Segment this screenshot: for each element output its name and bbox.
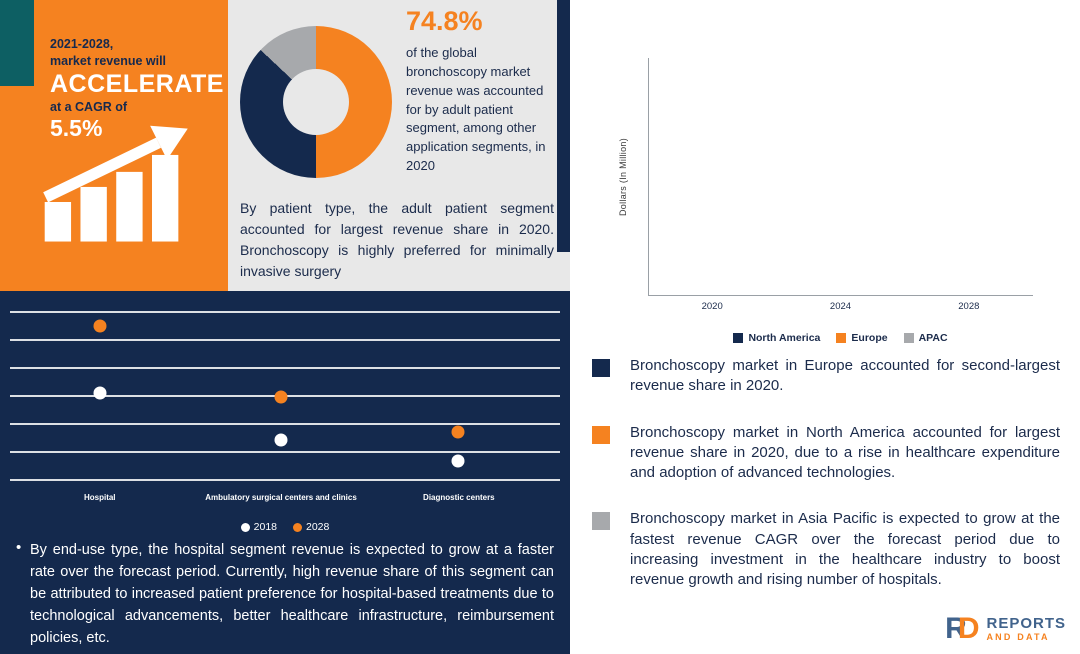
logo-anddata-text: AND DATA: [986, 632, 1050, 643]
europe-bullet-text: Bronchoscopy market in Europe accounted …: [630, 357, 1060, 395]
legend-2018-dot-icon: [240, 522, 250, 532]
adult-share-stat: 74.8%: [406, 6, 483, 36]
grid-line: [10, 479, 560, 481]
logo-mark-d: D: [957, 612, 980, 645]
x-label-2020: 2020: [701, 301, 723, 312]
logo-mark-r: R: [945, 612, 967, 645]
end-use-bullet-text: By end-use type, the hospital segment re…: [30, 542, 554, 647]
asia-pacific-bullet-text: Bronchoscopy market in Asia Pacific is e…: [630, 510, 1060, 588]
dot-2018-hospital: [93, 386, 107, 400]
legend-2028-label: 2028: [306, 521, 330, 533]
dot-2018-diagnostic: [451, 454, 465, 468]
patient-segment-panel: 74.8% of the global bronchoscopy market …: [228, 0, 570, 291]
dot-2028-hospital: [93, 319, 107, 333]
grid-line: [10, 367, 560, 369]
grid-line: [10, 423, 560, 425]
regional-bar-chart: [648, 58, 1033, 296]
dot-category-hospital: Hospital: [83, 493, 116, 502]
grid-line: [10, 339, 560, 341]
dot-category-diagnostic: Diagnostic centers: [423, 493, 495, 502]
forecast-period-text: 2021-2028,: [50, 37, 114, 51]
legend-apac-label: APAC: [918, 332, 948, 344]
accelerate-headline: ACCELERATE: [50, 69, 224, 98]
end-use-dot-plot: [10, 311, 560, 481]
legend-item-2028: 2028: [293, 521, 329, 533]
navy-accent-strip: [557, 0, 570, 252]
rd-logo-icon: R D: [945, 614, 979, 644]
market-revenue-text: market revenue will: [50, 53, 167, 68]
legend-item-europe: Europe: [836, 332, 888, 344]
patient-type-body-text: By patient type, the adult patient segme…: [240, 200, 554, 279]
cagr-value: 5.5%: [50, 115, 103, 142]
legend-north-america-swatch-icon: [733, 333, 744, 343]
orange-square-bullet-icon: [592, 425, 610, 444]
dot-2018-ambulatory: [274, 433, 288, 447]
legend-europe-swatch-icon: [836, 333, 847, 343]
adult-share-caption: of the global bronchoscopy market revenu…: [406, 45, 546, 174]
patient-type-donut-chart: [240, 26, 392, 178]
legend-item-north-america: North America: [733, 332, 820, 344]
north-america-bullet-text: Bronchoscopy market in North America acc…: [630, 423, 1060, 482]
legend-north-america-label: North America: [748, 332, 821, 344]
growth-bars-arrow-icon: [43, 125, 188, 242]
regional-panel: Dollars (In Million) 2020 2024 2028 Nort…: [570, 0, 1080, 654]
bullet-marker-icon: •: [16, 539, 22, 556]
dot-2028-diagnostic: [451, 425, 465, 439]
teal-accent-block: [0, 0, 34, 86]
dot-2028-ambulatory: [274, 390, 288, 404]
accelerate-panel: 2021-2028, market revenue will ACCELERAT…: [0, 0, 228, 291]
regional-bullets: Bronchoscopy market in Europe accounted …: [592, 356, 1060, 590]
x-label-2024: 2024: [829, 301, 852, 312]
legend-2028-dot-icon: [293, 522, 302, 532]
legend-europe-label: Europe: [851, 332, 888, 344]
cagr-label: at a CAGR of: [50, 99, 128, 114]
legend-apac-swatch-icon: [903, 333, 914, 343]
x-axis-labels: 2020 2024 2028: [648, 301, 1033, 312]
dot-plot-legend: 2018 2028: [0, 521, 570, 533]
gray-square-bullet-icon: [592, 512, 610, 531]
legend-2018-label: 2018: [253, 521, 277, 533]
bar-groups: [649, 58, 1033, 295]
grid-line: [10, 451, 560, 453]
logo-reports-text: REPORTS: [986, 615, 1066, 633]
navy-square-bullet-icon: [592, 359, 610, 377]
legend-item-apac: APAC: [903, 332, 948, 344]
bar-chart-legend: North America Europe APAC: [648, 332, 1033, 344]
reports-and-data-logo: R D REPORTS AND DATA: [945, 614, 1066, 644]
north-america-bullet: Bronchoscopy market in North America acc…: [592, 423, 1060, 484]
logo-text: REPORTS AND DATA: [986, 615, 1066, 643]
europe-bullet: Bronchoscopy market in Europe accounted …: [592, 356, 1060, 397]
accelerate-text-block: 2021-2028, market revenue will ACCELERAT…: [50, 36, 224, 143]
grid-line: [10, 311, 560, 313]
x-label-2028: 2028: [958, 301, 980, 312]
end-use-bullet: • By end-use type, the hospital segment …: [16, 539, 554, 649]
legend-item-2018: 2018: [240, 521, 277, 533]
donut-hole: [283, 69, 349, 135]
y-axis-label: Dollars (In Million): [618, 138, 628, 217]
dot-category-ambulatory: Ambulatory surgical centers and clinics: [205, 493, 357, 502]
end-use-panel: Hospital Ambulatory surgical centers and…: [0, 291, 570, 654]
asia-pacific-bullet: Bronchoscopy market in Asia Pacific is e…: [592, 509, 1060, 590]
